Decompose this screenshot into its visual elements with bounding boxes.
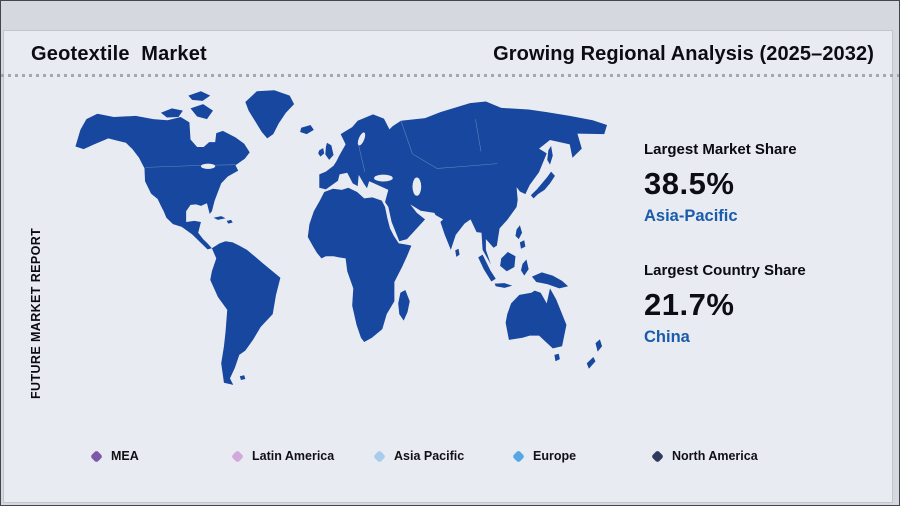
header-divider [1,74,899,77]
stat-value: 38.5% [644,166,735,201]
page-title: Geotextile Market [31,43,207,65]
border-siberia [475,119,482,152]
stat-label: Largest Market Share [644,141,797,158]
stat-largest-market-share: Largest Market Share 38.5% Asia-Pacific [644,141,896,226]
landmass-arctic-island-3 [188,91,211,101]
stat-label: Largest Country Share [644,262,806,279]
landmass-north-america [75,113,250,250]
landmass-arctic-island-2 [190,104,213,120]
landmass-ireland [318,148,325,157]
legend-label: Asia Pacific [394,449,465,463]
landmass-borneo [500,252,516,272]
landmass-iceland [300,125,314,135]
border-central-asia [400,120,498,169]
landmass-philippines-luzon [515,225,523,240]
world-map-inland-water [200,132,422,196]
subtitle-regional-analysis: Growing Regional Analysis (2025–2032) [493,43,874,65]
landmass-japan [530,171,555,199]
legend-label: North America [672,449,758,463]
landmass-madagascar [398,290,410,321]
landmass-java [494,283,513,288]
landmass-australia [505,288,567,349]
landmass-hispaniola [226,219,233,224]
landmass-sri-lanka [455,248,460,257]
landmass-arctic-island-1 [160,108,183,118]
landmass-sulawesi [520,259,529,276]
landmass-tasmania [554,353,560,362]
legend-item-mea: MEA [90,449,139,463]
world-map-country-borders [145,119,498,172]
stat-region: Asia-Pacific [644,207,738,225]
landmass-south-america [210,241,281,385]
water-baltic-sea [357,132,366,146]
landmass-falklands [239,375,246,381]
world-map-landmasses [75,90,607,385]
world-map [75,90,607,385]
landmass-greenland [245,90,295,139]
legend-item-asia-pacific: Asia Pacific [373,449,465,463]
landmass-philippines-mindanao [519,240,526,249]
landmass-cuba [213,216,226,220]
legend-label: MEA [111,449,139,463]
landmass-united-kingdom [325,142,334,160]
content-card [4,31,892,502]
legend-label: Latin America [252,449,335,463]
legend-label: Europe [533,449,577,463]
landmass-eurasia [319,101,607,265]
landmass-new-zealand-south [586,357,596,369]
legend-marker-diamond [651,449,664,463]
water-black-sea [374,174,393,182]
legend-marker-diamond [231,449,244,463]
water-caspian-sea [412,177,422,196]
legend-item-europe: Europe [512,449,577,463]
legend-item-north-america: North America [651,449,758,463]
border-europe [358,145,366,172]
legend-marker-diamond [373,449,386,463]
stat-value: 21.7% [644,287,735,322]
landmass-africa [307,187,412,342]
stat-largest-country-share: Largest Country Share 21.7% China [644,262,896,347]
legend-item-latin-america: Latin America [231,449,335,463]
water-great-lakes [200,163,216,169]
landmass-new-guinea [531,272,569,289]
landmass-new-zealand-north [595,339,603,352]
stat-region: China [644,328,690,346]
border-us-canada [145,164,236,168]
legend-marker-diamond [512,449,525,463]
landmass-sumatra [478,254,496,282]
landmass-sakhalin [547,145,553,165]
legend-marker-diamond [90,449,103,463]
brand-vertical-label: FUTURE MARKET REPORT [29,227,43,399]
